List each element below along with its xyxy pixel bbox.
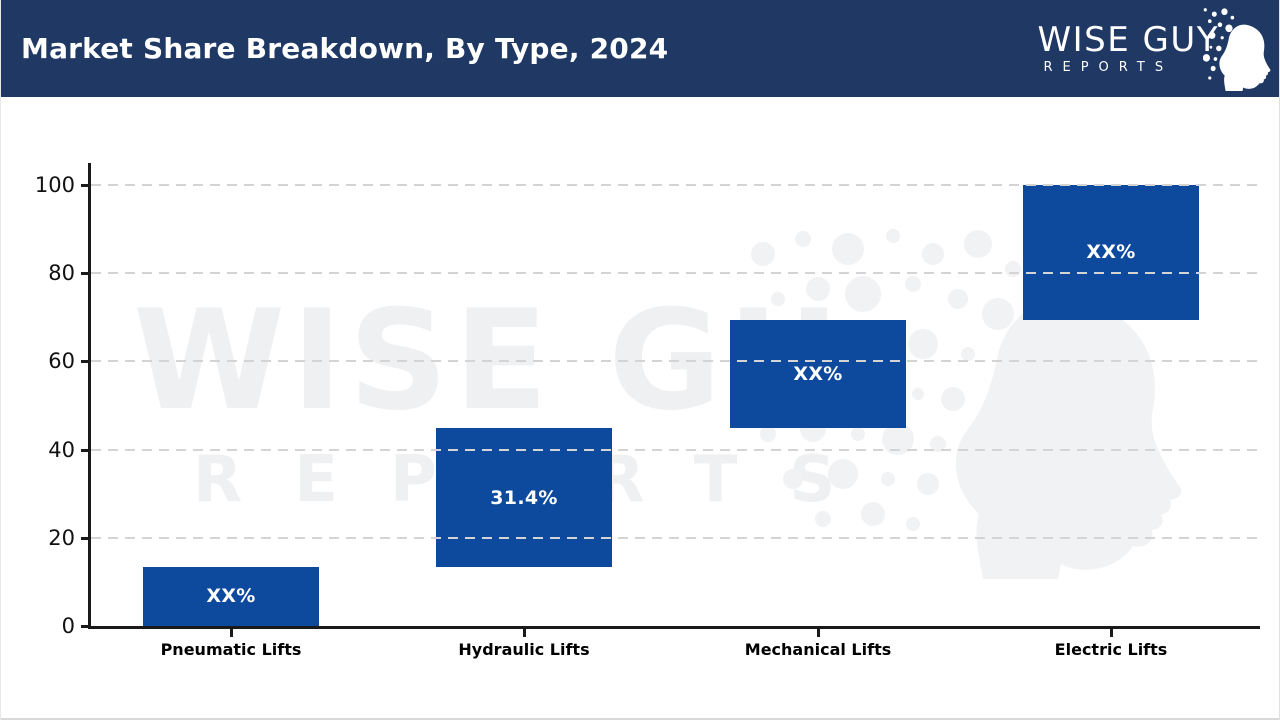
logo-subtext: REPORTS (1043, 60, 1174, 75)
x-axis-category-label: Pneumatic Lifts (160, 640, 302, 659)
gridline (91, 272, 1259, 275)
y-axis (88, 163, 91, 629)
header-bar: Market Share Breakdown, By Type, 2024 WI… (1, 0, 1279, 97)
bar-value-label: XX% (1086, 241, 1136, 264)
bar-segment: XX% (1023, 185, 1199, 320)
y-axis-tick (81, 625, 89, 628)
y-axis-tick-label: 80 (48, 261, 75, 286)
footer-rule (1, 718, 1279, 720)
bar-segment: XX% (730, 319, 906, 429)
gridline (91, 536, 1259, 539)
x-axis-category-label: Hydraulic Lifts (458, 640, 590, 659)
chart-title: Market Share Breakdown, By Type, 2024 (21, 32, 669, 65)
wiseguy-logo: WISE GUY REPORTS (1037, 7, 1273, 91)
gridline (91, 184, 1259, 186)
y-axis-tick-label: 40 (48, 437, 75, 462)
y-axis-tick-label: 100 (34, 173, 75, 197)
logo-text: WISE GUY REPORTS (1037, 23, 1219, 74)
bar-value-label: XX% (206, 585, 256, 608)
y-axis-tick (81, 360, 89, 364)
x-axis (88, 626, 1260, 629)
y-axis-tick (81, 448, 89, 452)
y-axis-tick-label: 20 (48, 525, 75, 550)
x-axis-tick (817, 629, 820, 637)
y-axis-tick (81, 272, 89, 276)
x-axis-category-label: Mechanical Lifts (744, 640, 892, 659)
gridline (91, 448, 1259, 451)
x-axis-tick (1110, 629, 1113, 637)
x-axis-tick (523, 629, 526, 637)
x-axis-tick (230, 629, 233, 637)
bar-segment: 31.4% (436, 428, 612, 567)
y-axis-tick-label: 60 (48, 349, 75, 374)
logo-wordmark: WISE GUY (1037, 20, 1219, 60)
bar-value-label: 31.4% (490, 486, 558, 509)
y-axis-tick-label: 0 (61, 614, 75, 638)
x-axis-category-label: Electric Lifts (1054, 640, 1168, 659)
y-axis-tick (81, 536, 89, 540)
bar-value-label: XX% (793, 363, 843, 386)
logo-face-icon (1203, 7, 1271, 91)
gridline (91, 360, 1259, 363)
y-axis-tick (81, 184, 89, 187)
bar-segment: XX% (143, 566, 319, 626)
